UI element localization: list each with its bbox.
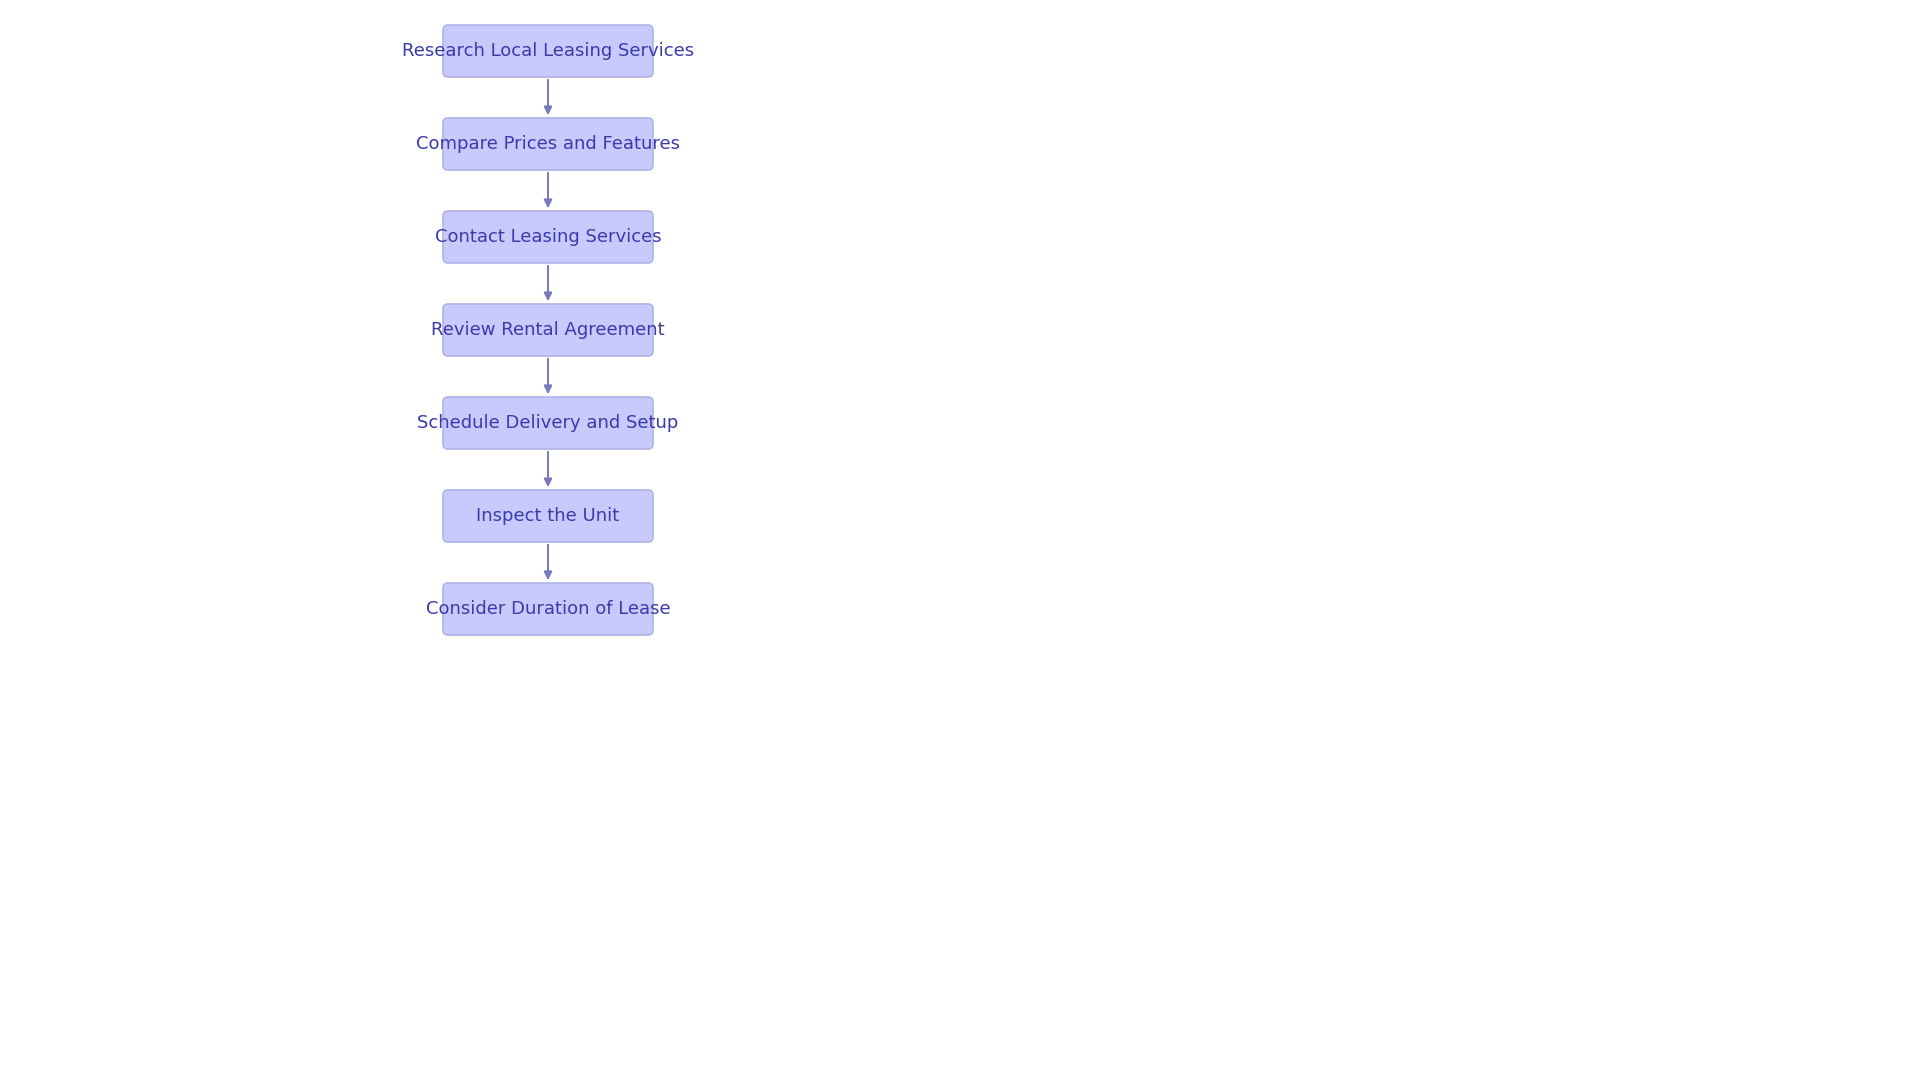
Text: Review Rental Agreement: Review Rental Agreement (432, 321, 664, 339)
FancyBboxPatch shape (444, 304, 653, 356)
Text: Contact Leasing Services: Contact Leasing Services (434, 229, 660, 246)
FancyBboxPatch shape (444, 583, 653, 635)
Text: Consider Duration of Lease: Consider Duration of Lease (426, 600, 670, 618)
Text: Research Local Leasing Services: Research Local Leasing Services (401, 42, 693, 60)
FancyBboxPatch shape (444, 118, 653, 170)
FancyBboxPatch shape (444, 25, 653, 77)
Text: Compare Prices and Features: Compare Prices and Features (417, 135, 680, 153)
FancyBboxPatch shape (444, 397, 653, 449)
FancyBboxPatch shape (444, 211, 653, 263)
Text: Schedule Delivery and Setup: Schedule Delivery and Setup (417, 414, 678, 432)
Text: Inspect the Unit: Inspect the Unit (476, 507, 620, 525)
FancyBboxPatch shape (444, 490, 653, 542)
